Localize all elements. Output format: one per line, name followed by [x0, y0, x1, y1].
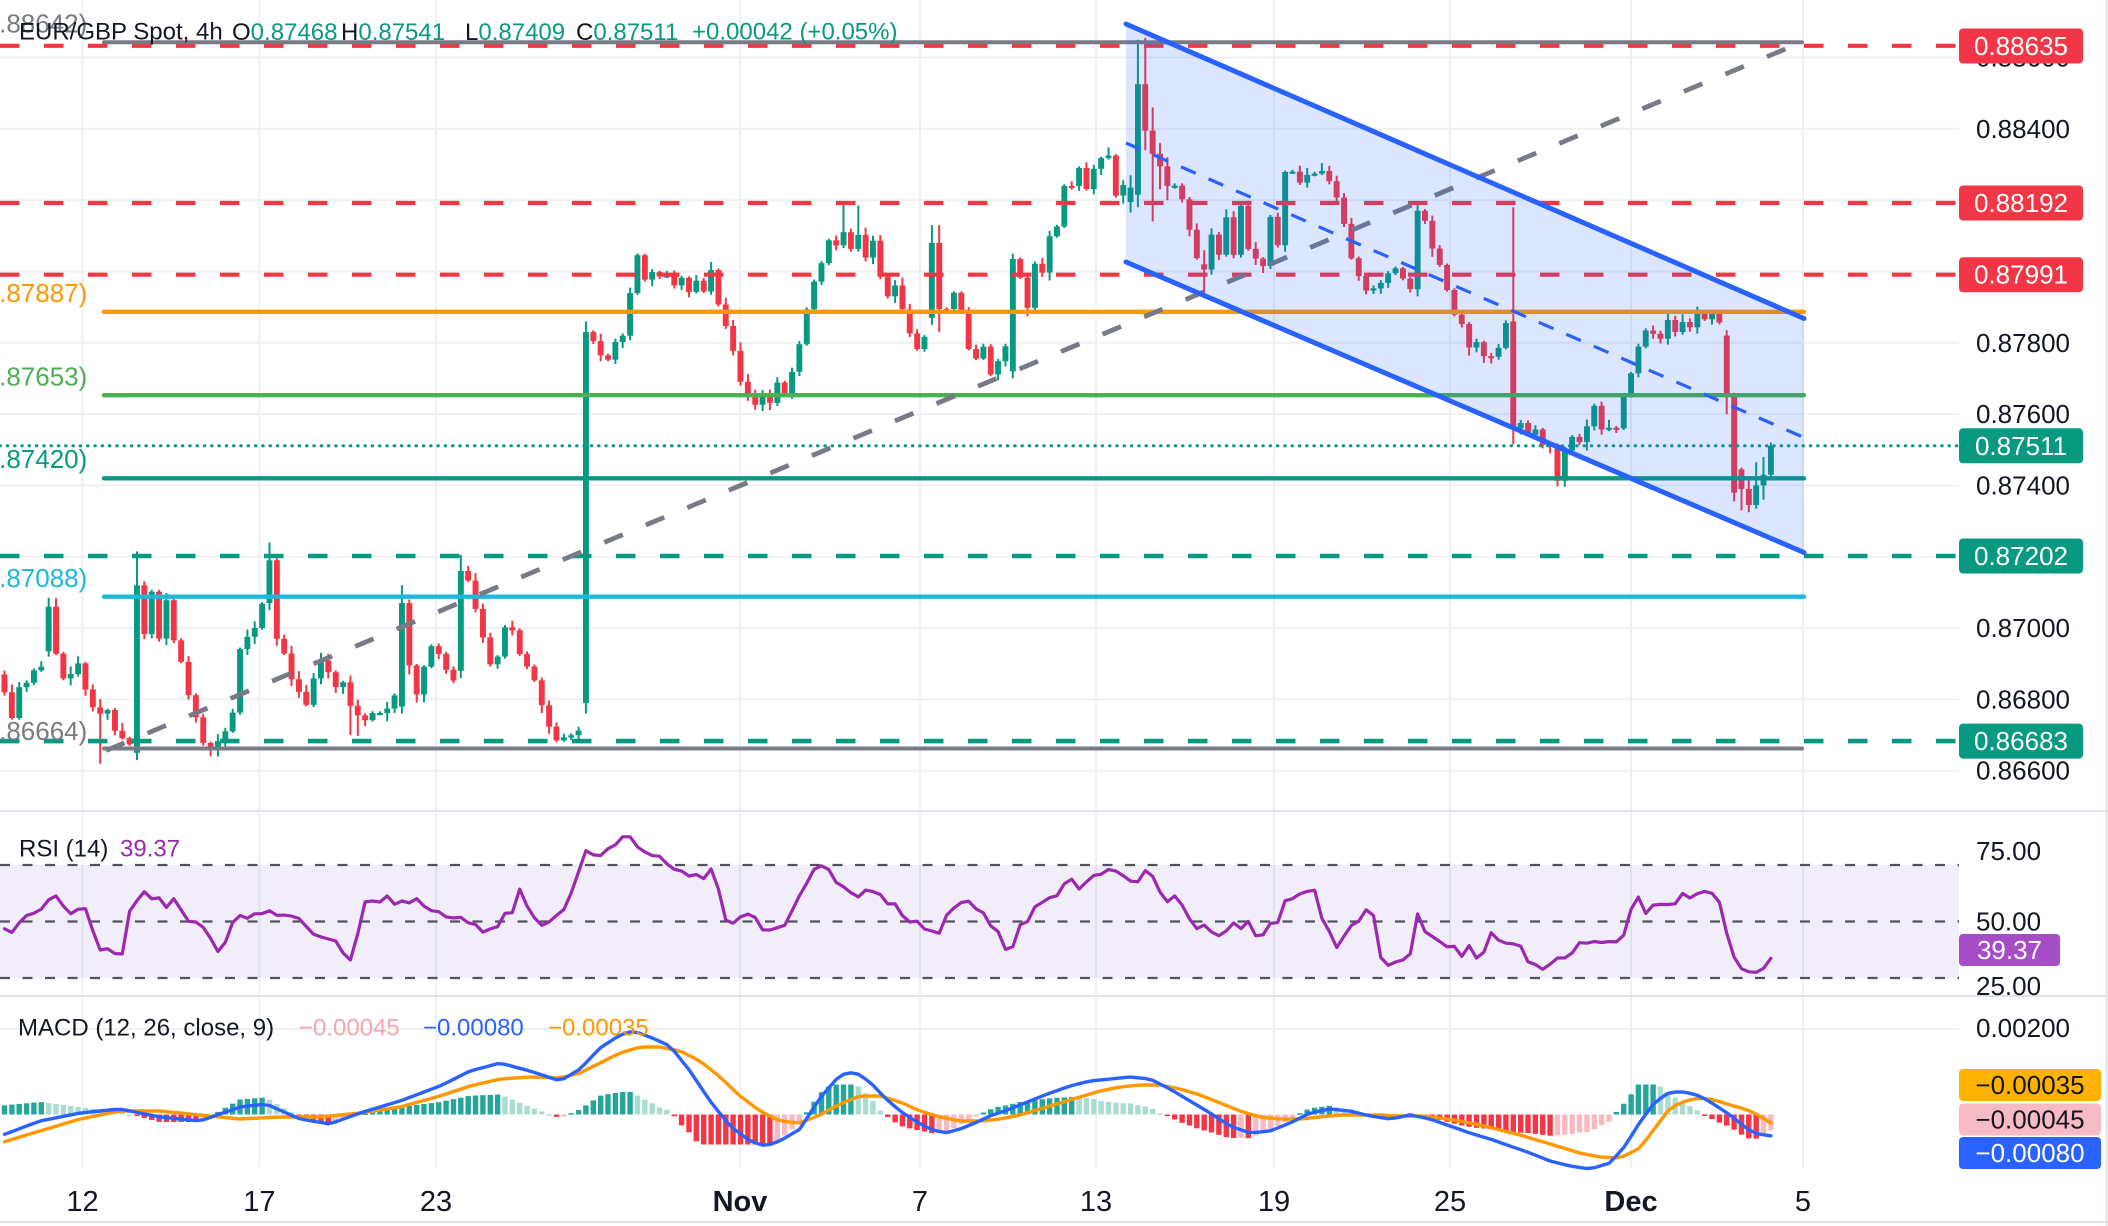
svg-text:5: 5	[1795, 1186, 1811, 1218]
svg-text:7: 7	[912, 1186, 928, 1218]
svg-text:C0.87511: C0.87511	[576, 19, 678, 46]
svg-text:−0.00035: −0.00035	[1975, 1070, 2084, 1100]
svg-text:0.86800: 0.86800	[1976, 684, 2070, 714]
svg-text:MACD (12, 26, close, 9): MACD (12, 26, close, 9)	[18, 1015, 274, 1042]
svg-text:0.87600: 0.87600	[1976, 399, 2070, 429]
svg-text:RSI (14): RSI (14)	[19, 836, 108, 863]
svg-text:13: 13	[1080, 1186, 1112, 1218]
svg-text:0.87800: 0.87800	[1976, 328, 2070, 358]
svg-text:−0.00080: −0.00080	[1975, 1138, 2084, 1168]
svg-text:(0.86664): (0.86664)	[0, 716, 87, 746]
svg-text:0.87000: 0.87000	[1976, 613, 2070, 643]
svg-text:0.88192: 0.88192	[1974, 188, 2068, 218]
svg-text:(0.87653): (0.87653)	[0, 362, 87, 392]
svg-text:0.86600: 0.86600	[1976, 756, 2070, 786]
svg-text:0.00200: 0.00200	[1976, 1013, 2070, 1043]
svg-text:−0.00045: −0.00045	[299, 1015, 400, 1042]
svg-text:(0.87088): (0.87088)	[0, 563, 87, 593]
svg-text:O0.87468: O0.87468	[232, 19, 337, 46]
svg-text:50.00: 50.00	[1976, 907, 2041, 937]
svg-text:(0.88642): (0.88642)	[0, 9, 87, 39]
svg-text:0.87991: 0.87991	[1974, 260, 2068, 290]
svg-text:0.88635: 0.88635	[1974, 31, 2068, 61]
svg-text:−0.00035: −0.00035	[548, 1015, 649, 1042]
svg-text:39.37: 39.37	[120, 836, 180, 863]
svg-text:12: 12	[66, 1186, 98, 1218]
svg-text:0.87202: 0.87202	[1974, 541, 2068, 571]
svg-text:−0.00080: −0.00080	[423, 1015, 524, 1042]
svg-text:L0.87409: L0.87409	[465, 19, 565, 46]
svg-text:H0.87541: H0.87541	[341, 19, 445, 46]
svg-text:Nov: Nov	[713, 1186, 768, 1218]
svg-text:0.87511: 0.87511	[1975, 431, 2067, 461]
svg-text:75.00: 75.00	[1976, 836, 2041, 866]
svg-text:23: 23	[420, 1186, 452, 1218]
svg-text:+0.00042 (+0.05%): +0.00042 (+0.05%)	[692, 19, 898, 46]
svg-text:17: 17	[243, 1186, 275, 1218]
svg-text:0.86683: 0.86683	[1974, 726, 2068, 756]
svg-text:19: 19	[1258, 1186, 1290, 1218]
svg-text:(0.87887): (0.87887)	[0, 278, 87, 308]
svg-text:39.37: 39.37	[1977, 935, 2042, 965]
svg-text:(0.87420): (0.87420)	[0, 444, 87, 474]
svg-text:0.87400: 0.87400	[1976, 470, 2070, 500]
svg-text:25.00: 25.00	[1976, 971, 2041, 1001]
svg-text:0.88400: 0.88400	[1976, 114, 2070, 144]
svg-text:Dec: Dec	[1604, 1186, 1657, 1218]
svg-text:EUR/GBP Spot, 4h: EUR/GBP Spot, 4h	[19, 19, 223, 46]
svg-text:−0.00045: −0.00045	[1975, 1105, 2084, 1135]
svg-text:25: 25	[1434, 1186, 1466, 1218]
